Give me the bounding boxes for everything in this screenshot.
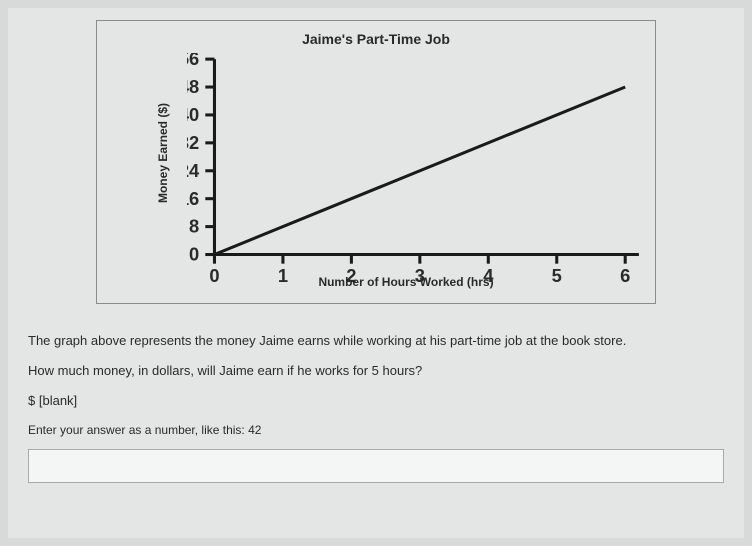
blank-placeholder: [blank]	[39, 393, 77, 408]
answer-template: $ [blank]	[28, 390, 724, 412]
svg-text:0: 0	[189, 244, 199, 265]
chart-svg: 081624324048560123456	[187, 53, 645, 282]
svg-text:32: 32	[187, 132, 199, 153]
answer-input[interactable]	[28, 449, 724, 483]
input-hint: Enter your answer as a number, like this…	[28, 420, 724, 440]
svg-text:5: 5	[552, 265, 562, 282]
chart-container: Jaime's Part-Time Job Money Earned ($) N…	[96, 20, 656, 304]
svg-text:24: 24	[187, 160, 200, 181]
svg-text:3: 3	[415, 265, 425, 282]
question-context: The graph above represents the money Jai…	[28, 330, 724, 352]
y-axis-label: Money Earned ($)	[156, 103, 170, 203]
dollar-sign: $	[28, 393, 35, 408]
svg-text:8: 8	[189, 216, 199, 237]
worksheet-page: Jaime's Part-Time Job Money Earned ($) N…	[8, 8, 744, 538]
svg-text:56: 56	[187, 53, 199, 69]
chart-plot-area: Money Earned ($) Number of Hours Worked …	[167, 53, 645, 253]
svg-text:1: 1	[278, 265, 288, 282]
svg-text:16: 16	[187, 188, 199, 209]
svg-text:2: 2	[346, 265, 356, 282]
svg-text:4: 4	[483, 265, 494, 282]
chart-title: Jaime's Part-Time Job	[107, 31, 645, 47]
svg-text:6: 6	[620, 265, 630, 282]
question-block: The graph above represents the money Jai…	[28, 330, 724, 483]
svg-text:48: 48	[187, 76, 199, 97]
svg-text:40: 40	[187, 104, 199, 125]
question-prompt: How much money, in dollars, will Jaime e…	[28, 360, 724, 382]
svg-text:0: 0	[209, 265, 219, 282]
